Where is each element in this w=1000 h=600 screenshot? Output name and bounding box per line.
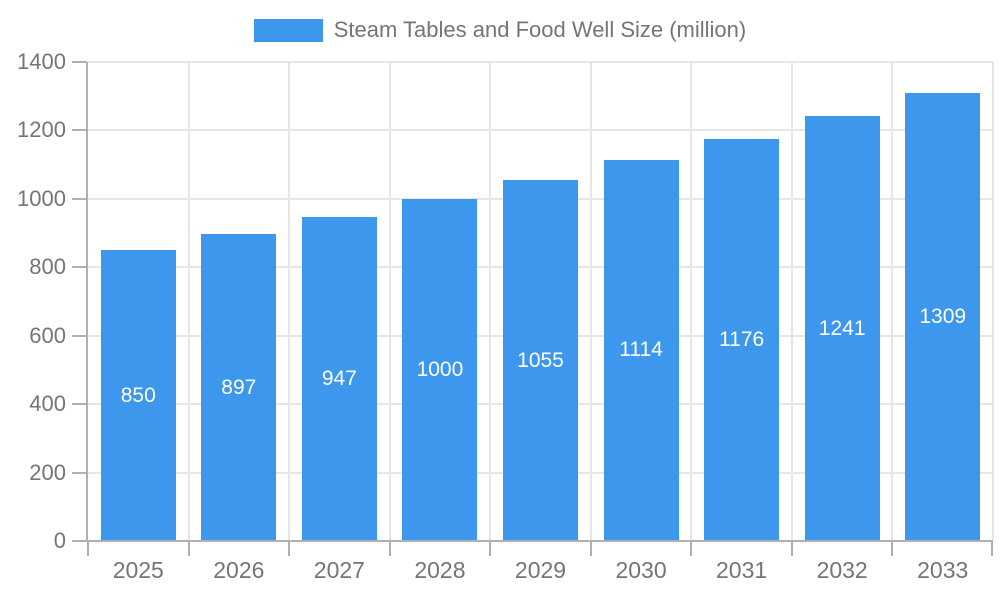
gridline-vertical bbox=[589, 62, 592, 541]
gridline-vertical bbox=[388, 62, 391, 541]
y-axis-tick bbox=[72, 540, 87, 542]
y-axis-tick-label: 1000 bbox=[17, 185, 66, 211]
y-axis-tick-label: 200 bbox=[29, 459, 66, 485]
bar-value-label: 1000 bbox=[416, 357, 464, 381]
bar-value-label: 1176 bbox=[719, 327, 765, 351]
gridline-vertical bbox=[891, 62, 894, 541]
y-axis-line bbox=[86, 62, 88, 541]
bar-value-label: 1114 bbox=[619, 338, 663, 362]
x-axis-tick-label: 2031 bbox=[716, 557, 768, 583]
gridline-vertical bbox=[489, 62, 492, 541]
gridline-vertical bbox=[690, 62, 693, 541]
x-axis-tick-label: 2025 bbox=[112, 557, 164, 583]
x-axis-tick bbox=[589, 541, 592, 556]
y-axis-tick-label: 400 bbox=[29, 391, 66, 417]
bar-value-label: 1241 bbox=[818, 316, 866, 340]
bar-value-label: 1309 bbox=[919, 305, 967, 329]
bar-value-label: 897 bbox=[221, 375, 257, 399]
x-axis-tick-label: 2032 bbox=[816, 557, 868, 583]
x-axis-tick-label: 2029 bbox=[514, 557, 567, 583]
x-axis-tick bbox=[790, 541, 793, 556]
legend-swatch-icon bbox=[253, 18, 323, 42]
gridline-horizontal bbox=[88, 61, 993, 63]
x-axis-tick-label: 2027 bbox=[313, 557, 365, 583]
plot-area: 850 897 947 1000 1055 1114 1176 1241 1309 bbox=[88, 61, 994, 541]
bar-2027[interactable]: 947 bbox=[301, 217, 377, 541]
gridline-vertical bbox=[288, 62, 291, 541]
gridline-vertical bbox=[992, 62, 994, 541]
bar-2032[interactable]: 1241 bbox=[804, 116, 880, 541]
chart-legend: Steam Tables and Food Well Size (million… bbox=[0, 17, 1000, 43]
x-axis-tick bbox=[489, 541, 492, 556]
legend-item-steam-tables[interactable]: Steam Tables and Food Well Size (million… bbox=[253, 17, 747, 43]
bar-2028[interactable]: 1000 bbox=[402, 198, 478, 541]
bar-value-label: 947 bbox=[321, 367, 357, 390]
y-axis-tick bbox=[72, 471, 87, 474]
bar-2025[interactable]: 850 bbox=[100, 250, 176, 541]
x-axis-tick-label: 2033 bbox=[917, 557, 969, 583]
x-axis-tick bbox=[87, 541, 89, 556]
x-axis-tick-label: 2030 bbox=[615, 557, 667, 583]
x-axis-tick bbox=[388, 541, 391, 556]
y-axis-tick bbox=[72, 129, 87, 132]
x-axis-tick bbox=[991, 541, 993, 556]
y-axis-tick bbox=[72, 266, 87, 269]
bar-2029[interactable]: 1055 bbox=[503, 180, 578, 541]
y-axis-tick-label: 600 bbox=[29, 322, 66, 348]
bar-2026[interactable]: 897 bbox=[201, 234, 277, 541]
y-axis-tick bbox=[72, 403, 87, 406]
bar-2030[interactable]: 1114 bbox=[603, 159, 679, 541]
y-axis-tick-label: 800 bbox=[29, 254, 66, 280]
x-axis-tick bbox=[891, 541, 894, 556]
x-axis-tick bbox=[187, 541, 190, 556]
gridline-vertical bbox=[187, 62, 190, 541]
gridline-vertical bbox=[790, 62, 793, 541]
y-axis-tick-label: 0 bbox=[53, 528, 66, 553]
bar-value-label: 1055 bbox=[517, 348, 564, 372]
x-axis-line bbox=[86, 540, 993, 542]
bar-value-label: 850 bbox=[120, 383, 156, 407]
y-axis-tick bbox=[72, 334, 87, 337]
y-axis-tick bbox=[72, 197, 87, 200]
y-axis-tick-label: 1400 bbox=[17, 49, 66, 74]
legend-label: Steam Tables and Food Well Size (million… bbox=[333, 17, 747, 42]
x-axis-tick bbox=[690, 541, 693, 556]
y-axis-tick-label: 1200 bbox=[17, 117, 66, 143]
x-axis-tick bbox=[288, 541, 291, 556]
x-axis-tick-label: 2028 bbox=[414, 557, 466, 583]
gridline-horizontal bbox=[88, 129, 993, 132]
x-axis-tick-label: 2026 bbox=[213, 557, 265, 583]
y-axis-tick bbox=[72, 61, 87, 63]
bar-2033[interactable]: 1309 bbox=[905, 93, 981, 541]
bar-2031[interactable]: 1176 bbox=[704, 138, 780, 541]
